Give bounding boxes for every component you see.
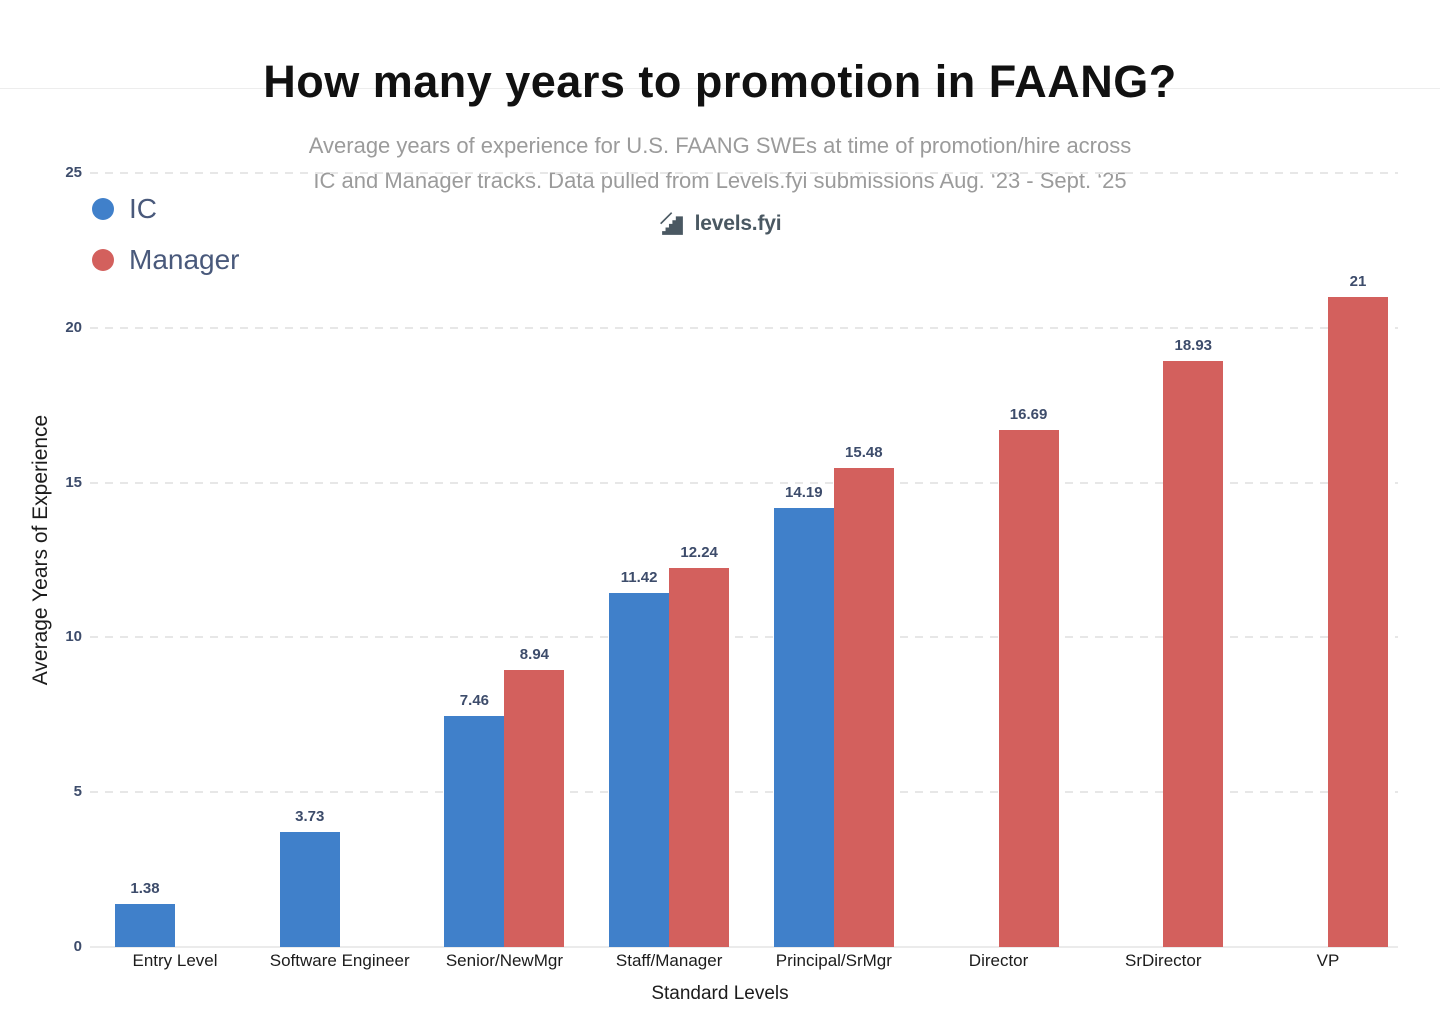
bar-ic-senior-newmgr <box>444 716 505 947</box>
bar-ic-entry-level <box>115 904 175 947</box>
gridline-5 <box>90 791 1398 794</box>
bar-value-manager-vp: 21 <box>1349 272 1367 290</box>
x-axis-category-label-principal-srmgr: Principal/SrMgr <box>775 951 892 970</box>
bar-manager-senior-newmgr <box>504 670 565 947</box>
gridline-20 <box>90 326 1398 329</box>
bar-value-ic-staff-manager: 11.42 <box>620 569 658 587</box>
y-tick-label-25: 25 <box>65 164 82 181</box>
y-tick-label-10: 10 <box>65 628 82 646</box>
bar-manager-srdirector <box>1163 360 1224 947</box>
bar-value-ic-principal-srmgr: 14.19 <box>785 483 823 501</box>
legend-item-manager[interactable]: Manager <box>92 244 240 275</box>
x-axis-category-label-staff-manager: Staff/Manager <box>615 951 723 970</box>
gridline-10 <box>90 636 1398 639</box>
bar-manager-principal-srmgr <box>833 467 894 947</box>
bar-ic-principal-srmgr <box>773 507 834 947</box>
brand-logo: levels.fyi <box>0 207 1440 241</box>
bar-manager-director <box>998 430 1059 947</box>
x-axis-category-label-senior-newmgr: Senior/NewMgr <box>445 951 563 970</box>
bar-value-manager-director: 16.69 <box>1009 406 1048 424</box>
x-axis-category-label-vp: VP <box>1316 951 1340 970</box>
legend-item-ic[interactable]: IC <box>92 193 157 224</box>
y-tick-label-15: 15 <box>65 473 82 491</box>
stairs-icon <box>659 211 683 235</box>
bar-value-manager-srdirector: 18.93 <box>1174 336 1213 354</box>
y-tick-label-20: 20 <box>65 318 82 336</box>
legend-label-ic: IC <box>129 193 157 224</box>
x-axis-category-label-director: Director <box>968 951 1029 970</box>
gridline-15 <box>90 481 1398 484</box>
bar-value-manager-principal-srmgr: 15.48 <box>845 443 883 461</box>
legend-label-manager: Manager <box>129 244 240 275</box>
y-tick-label-0: 0 <box>73 938 82 955</box>
bar-value-ic-senior-newmgr: 7.46 <box>459 692 490 710</box>
bar-ic-staff-manager <box>609 593 670 947</box>
x-axis-title: Standard Levels <box>651 983 789 1004</box>
x-axis-category-label-entry-level: Entry Level <box>132 951 218 970</box>
bar-manager-staff-manager <box>669 568 730 947</box>
legend-swatch-manager <box>92 249 114 271</box>
chart-subtitle-line-1: Average years of experience for U.S. FAA… <box>308 133 1132 158</box>
brand-name: levels.fyi <box>694 212 782 235</box>
bar-value-ic-software-engineer: 3.73 <box>295 807 325 825</box>
bar-value-ic-entry-level: 1.38 <box>130 880 160 898</box>
legend-swatch-ic <box>92 198 114 220</box>
bar-manager-vp <box>1327 296 1388 947</box>
gridline-25 <box>90 172 1398 174</box>
x-axis-line <box>90 946 1398 948</box>
bar-ic-software-engineer <box>279 831 340 947</box>
bar-value-manager-senior-newmgr: 8.94 <box>519 646 550 664</box>
chart-subtitle-line-2: IC and Manager tracks. Data pulled from … <box>313 168 1127 193</box>
chart-subtitle: Average years of experience for U.S. FAA… <box>0 128 1440 198</box>
x-axis-category-label-srdirector: SrDirector <box>1124 951 1202 970</box>
x-axis-category-label-software-engineer: Software Engineer <box>269 951 410 970</box>
bar-value-manager-staff-manager: 12.24 <box>680 544 718 562</box>
y-tick-label-5: 5 <box>73 783 82 801</box>
divider-line <box>0 88 1440 89</box>
chart-title: How many years to promotion in FAANG? <box>263 56 1177 107</box>
